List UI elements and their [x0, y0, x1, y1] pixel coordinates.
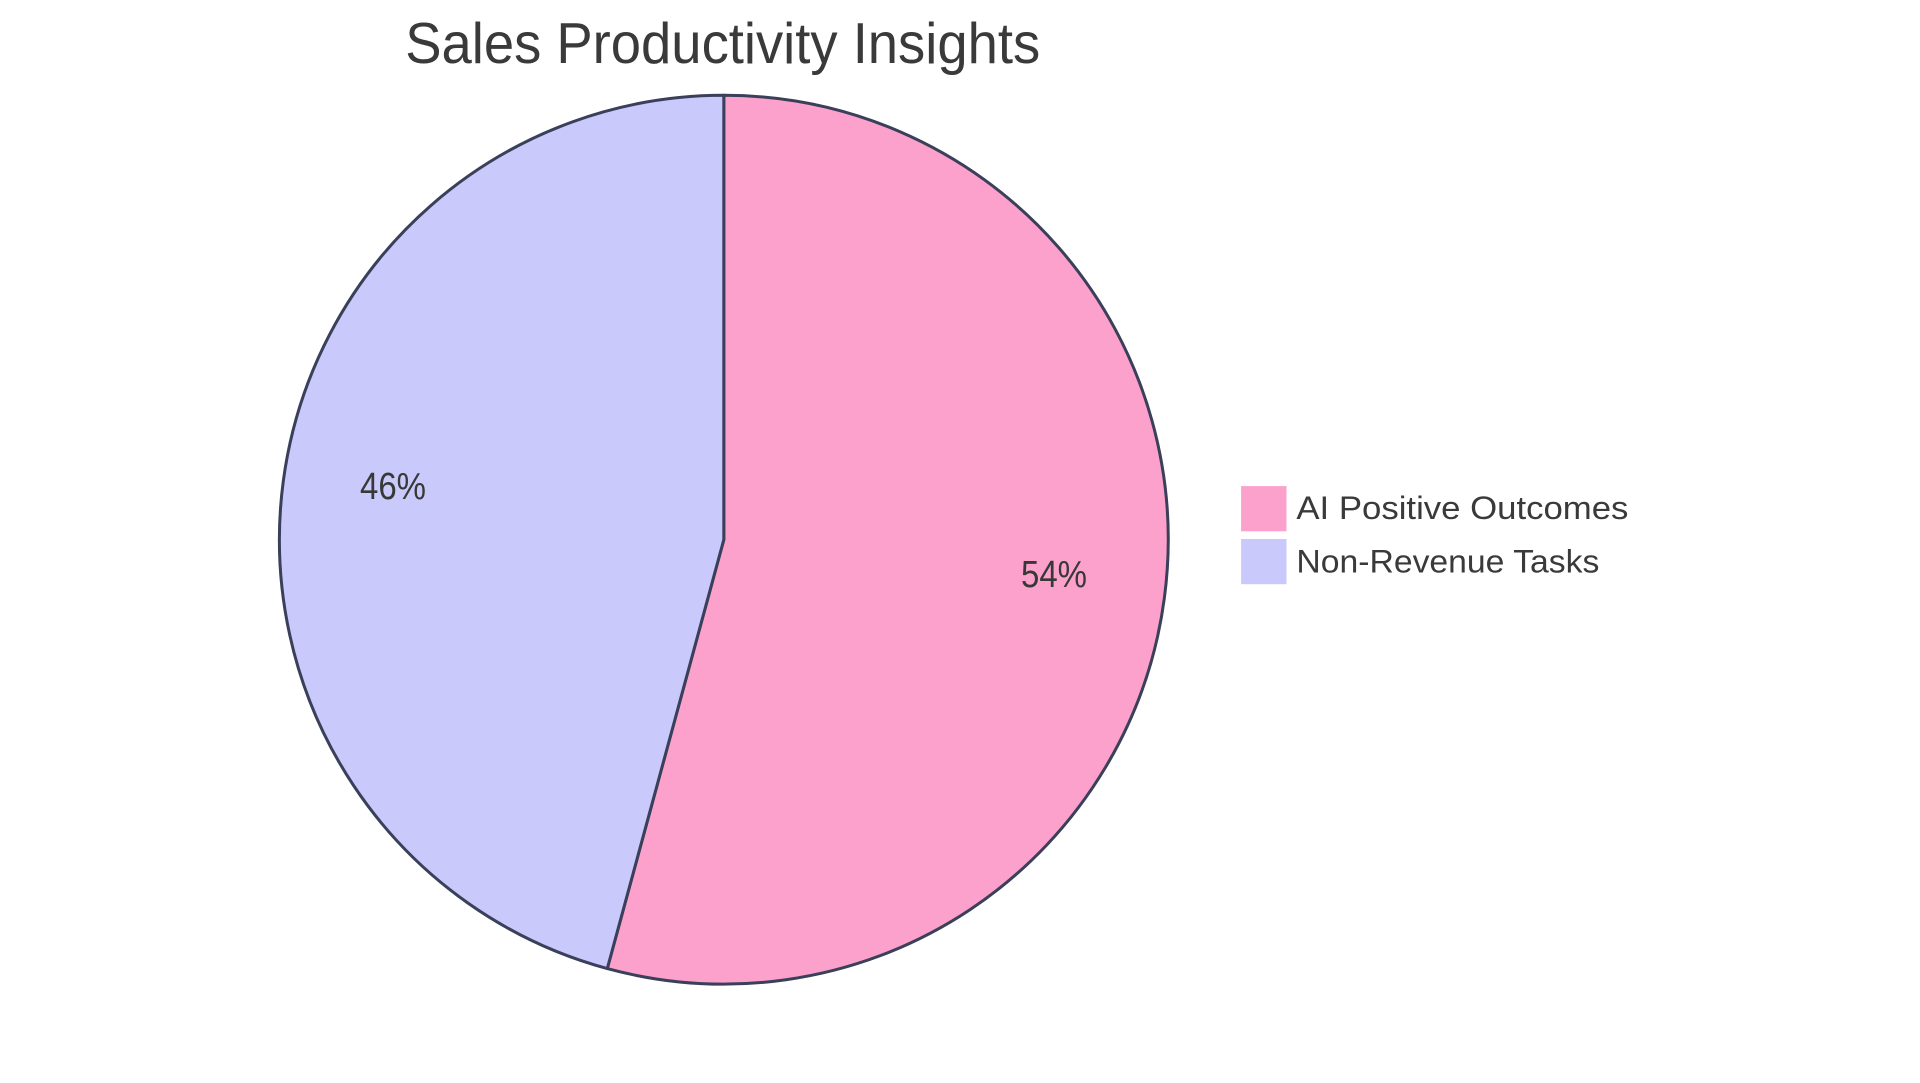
svg-text:Sales Productivity Insights: Sales Productivity Insights	[405, 12, 1040, 76]
svg-text:AI Positive Outcomes: AI Positive Outcomes	[1296, 490, 1628, 526]
svg-text:54%: 54%	[1021, 554, 1087, 596]
svg-text:46%: 46%	[360, 466, 426, 508]
svg-text:Non-Revenue Tasks: Non-Revenue Tasks	[1296, 543, 1599, 579]
